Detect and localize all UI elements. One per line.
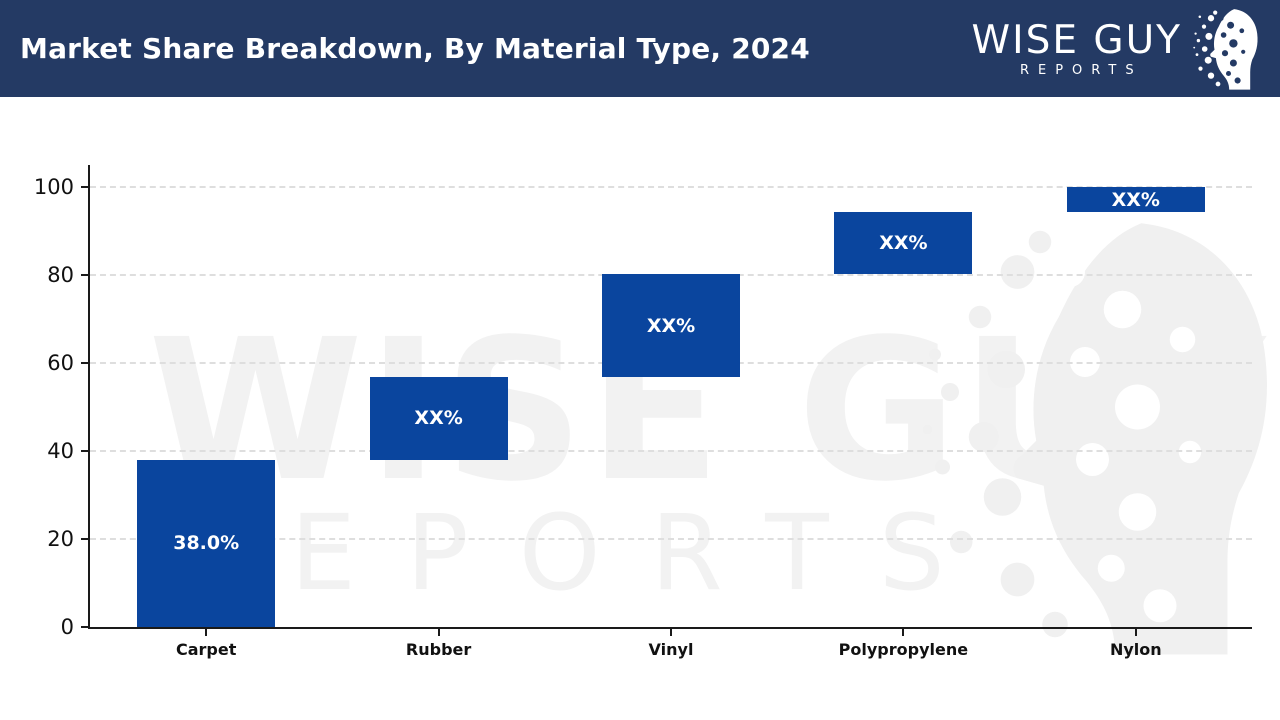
y-tick-mark — [81, 450, 88, 452]
watermark-text-2: REPORTS — [168, 492, 995, 614]
bar-value-label: XX% — [1111, 188, 1160, 211]
brand-logo: WISE GUY REPORTS — [972, 6, 1264, 92]
brand-name: WISE GUY — [971, 17, 1182, 63]
gridline — [90, 450, 1252, 452]
y-tick-label: 40 — [47, 439, 74, 463]
brand-subname: REPORTS — [1019, 62, 1143, 78]
x-tick-mark — [670, 629, 672, 636]
y-tick-mark — [81, 626, 88, 628]
x-tick-label: Polypropylene — [838, 640, 969, 659]
x-tick-label: Nylon — [1109, 640, 1162, 659]
x-tick-label: Rubber — [405, 640, 472, 659]
x-tick-label: Vinyl — [648, 640, 694, 659]
bar-nylon — [1066, 187, 1205, 213]
y-tick-label: 0 — [60, 615, 74, 639]
y-tick-mark — [81, 362, 88, 364]
y-tick-mark — [81, 538, 88, 540]
bar-value-label: XX% — [414, 407, 463, 430]
x-axis — [88, 627, 1252, 630]
gridline — [90, 186, 1252, 188]
y-tick-mark — [81, 274, 88, 276]
y-tick-label: 80 — [47, 263, 74, 287]
chart-area: WISE GUY REPORTS 38.0% XX% XX% XX% XX% 0 20 40 6… — [0, 97, 1280, 720]
plot-region: 38.0% XX% XX% XX% XX% 0 20 40 60 80 100 Carpet Rubbe… — [0, 97, 1280, 720]
brand-logo-text: WISE GUY REPORTS — [972, 21, 1182, 78]
bar-rubber — [369, 377, 508, 460]
y-tick-mark — [81, 186, 88, 188]
x-tick-label: Carpet — [175, 640, 237, 659]
bar-value-label: XX% — [646, 314, 696, 337]
x-tick-mark — [902, 629, 905, 636]
x-tick-mark — [1134, 629, 1137, 636]
brand-face-icon — [1193, 9, 1258, 90]
y-tick-label: 100 — [33, 175, 74, 199]
bar-polypropylene — [834, 212, 973, 275]
x-tick-mark — [437, 629, 440, 636]
bar-carpet — [137, 459, 276, 627]
bar-value-label: XX% — [879, 232, 928, 255]
y-axis — [88, 165, 91, 629]
y-tick-label: 60 — [47, 351, 74, 375]
page-title: Market Share Breakdown, By Material Type… — [20, 32, 810, 65]
gridline — [90, 538, 1252, 540]
y-tick-label: 20 — [47, 527, 74, 551]
bar-value-label: 38.0% — [173, 532, 240, 555]
x-tick-mark — [205, 629, 208, 636]
header-bar: Market Share Breakdown, By Material Type… — [0, 0, 1280, 97]
bar-vinyl — [602, 274, 740, 378]
